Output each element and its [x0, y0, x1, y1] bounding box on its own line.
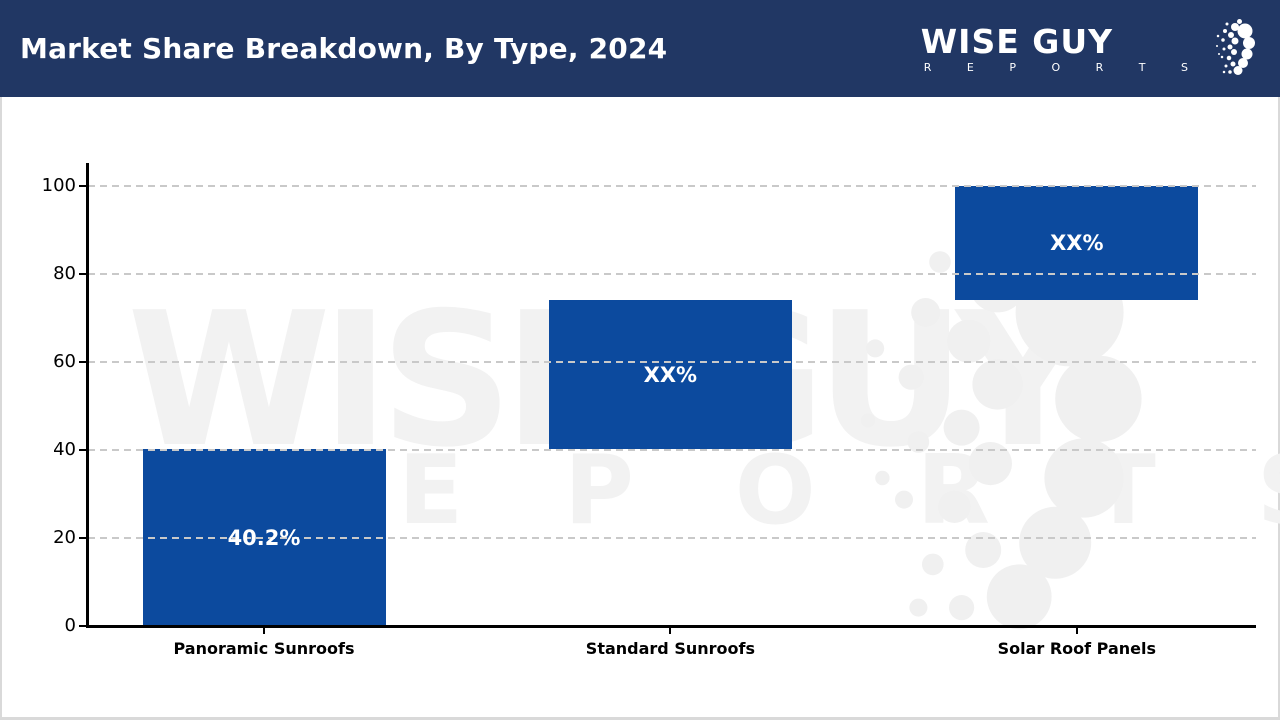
bar-value-label: 40.2% — [227, 525, 301, 550]
x-tick-mark — [1075, 627, 1078, 634]
y-tick-label: 20 — [53, 527, 76, 548]
bar-segment — [955, 186, 1199, 300]
brand-name: WISE GUY — [920, 21, 1114, 61]
y-tick-label: 40 — [53, 439, 76, 460]
brand-logo: WISE GUY R E P O R T S — [921, 10, 1262, 88]
bar-value-label: XX% — [643, 362, 698, 387]
y-tick-mark — [79, 273, 87, 275]
y-tick-label: 60 — [53, 351, 76, 372]
gridline — [88, 273, 1256, 275]
y-tick-mark — [79, 449, 87, 451]
gridline — [88, 185, 1256, 187]
y-tick-label: 80 — [53, 263, 76, 284]
brand-face-icon — [1216, 18, 1255, 75]
y-tick-mark — [79, 537, 87, 539]
gridline — [88, 537, 1256, 539]
page-title: Market Share Breakdown, By Type, 2024 — [20, 32, 668, 65]
y-tick-mark — [79, 625, 87, 627]
x-axis-line — [86, 625, 1256, 628]
gridline — [88, 449, 1256, 451]
y-tick-mark — [79, 185, 87, 187]
x-tick-label: Solar Roof Panels — [997, 639, 1157, 658]
bar-segment — [548, 299, 792, 450]
x-tick-label: Panoramic Sunroofs — [173, 639, 355, 658]
x-tick-label: Standard Sunroofs — [585, 639, 755, 658]
y-tick-label: 0 — [64, 615, 76, 636]
y-tick-label: 100 — [41, 175, 76, 196]
y-tick-mark — [79, 361, 87, 363]
x-tick-mark — [669, 627, 672, 634]
x-tick-mark — [263, 627, 265, 634]
y-axis-line — [86, 163, 89, 628]
header-bar: Market Share Breakdown, By Type, 2024 WI… — [0, 0, 1280, 97]
brand-subtitle: R E P O R T S — [923, 60, 1204, 74]
gridline — [88, 361, 1256, 363]
bar-value-label: XX% — [1050, 230, 1104, 255]
